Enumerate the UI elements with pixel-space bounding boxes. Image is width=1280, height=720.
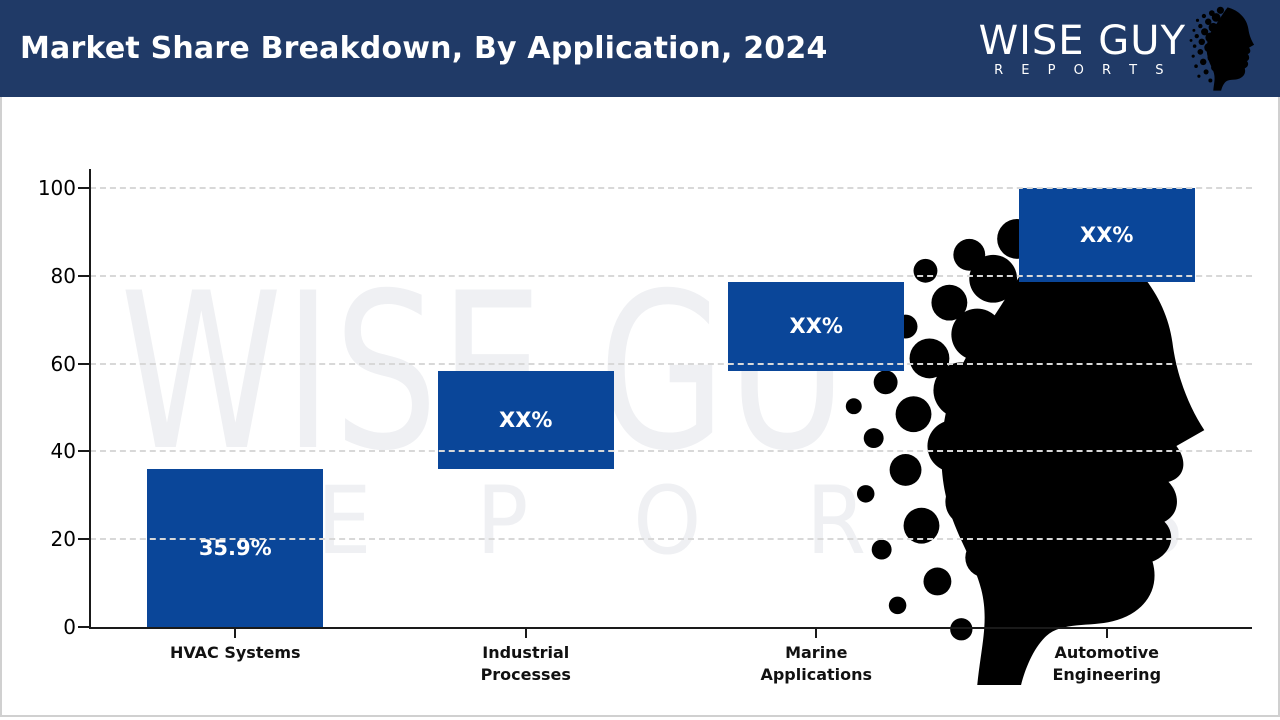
- bar-segment: XX%: [728, 281, 905, 371]
- gridline-60: [90, 362, 1252, 365]
- bar-value-label: XX%: [789, 314, 843, 339]
- y-tick-mark-20: [78, 538, 90, 541]
- y-tick-label-40: 40: [50, 439, 76, 464]
- y-tick-mark-100: [78, 187, 90, 189]
- x-category-label: Marine Applications: [760, 643, 873, 684]
- page-title: Market Share Breakdown, By Application, …: [20, 31, 828, 66]
- brand-logo: WISE GUY R E P O R T S: [979, 6, 1266, 92]
- gridline-80: [90, 274, 1252, 277]
- y-tick-mark-0: [78, 626, 90, 628]
- y-tick-label-100: 100: [37, 176, 76, 200]
- y-tick-label-20: 20: [50, 527, 76, 552]
- brand-name: WISE GUY: [978, 17, 1186, 64]
- y-tick-mark-80: [78, 274, 90, 277]
- bar-value-label: XX%: [499, 407, 553, 432]
- wise-guy-face-icon: [1189, 6, 1255, 91]
- x-category-label: HVAC Systems: [169, 643, 301, 662]
- x-category-label: Industrial Processes: [480, 643, 571, 684]
- brand-subtitle: R E P O R T S: [994, 62, 1171, 78]
- gridline-100: [90, 187, 1252, 189]
- bar-value-label: XX%: [1080, 222, 1134, 247]
- gridline-20: [90, 538, 1252, 541]
- y-axis-line: [89, 169, 91, 629]
- y-tick-label-80: 80: [50, 263, 76, 288]
- brand-logo-text: WISE GUY R E P O R T S: [979, 21, 1186, 77]
- x-category-label: Automotive Engineering: [1052, 643, 1162, 684]
- x-tick-mark: [524, 629, 527, 638]
- x-tick-mark: [815, 629, 818, 638]
- bar-segment: XX%: [1018, 188, 1195, 282]
- bar-value-label: 35.9%: [198, 536, 272, 561]
- header-bar: Market Share Breakdown, By Application, …: [0, 0, 1280, 97]
- y-tick-label-0: 0: [63, 615, 76, 639]
- y-tick-mark-40: [78, 450, 90, 453]
- gridline-40: [90, 450, 1252, 453]
- y-tick-mark-60: [78, 362, 90, 365]
- y-tick-label-60: 60: [50, 351, 76, 376]
- x-tick-mark: [234, 629, 237, 638]
- x-axis-line: [89, 627, 1252, 629]
- chart-canvas: WISE GU R E P O R T S 0 20 40 60 80 100 35.9% H…: [0, 97, 1280, 717]
- bar-segment: XX%: [437, 370, 614, 470]
- bar-segment: 35.9%: [147, 469, 324, 627]
- x-tick-mark: [1105, 629, 1108, 638]
